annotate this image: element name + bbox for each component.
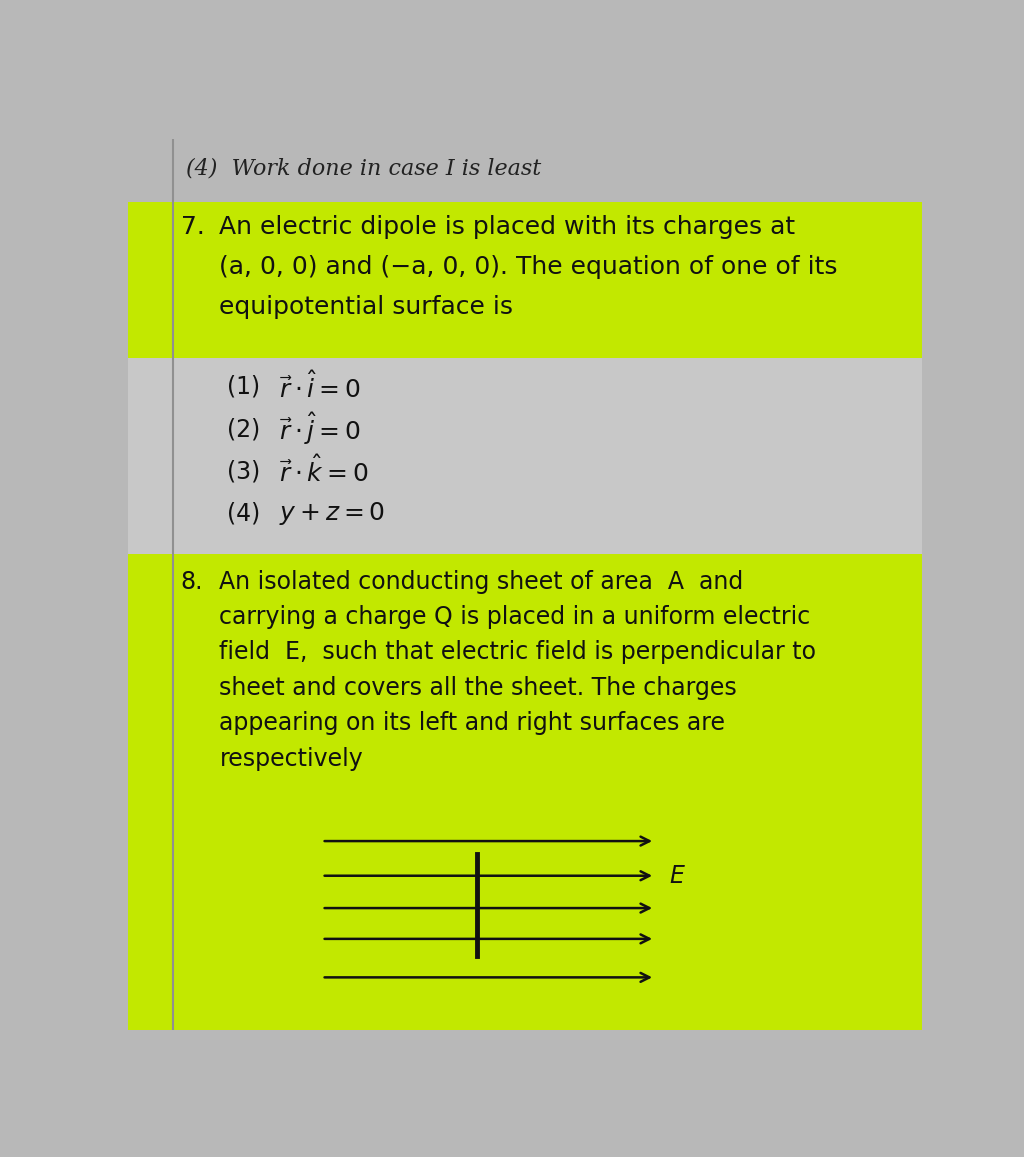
Text: 8.: 8.: [180, 569, 203, 594]
Text: (1): (1): [227, 375, 260, 399]
Text: $y+z=0$: $y+z=0$: [280, 500, 385, 528]
Text: (a, 0, 0) and (−a, 0, 0). The equation of one of its: (a, 0, 0) and (−a, 0, 0). The equation o…: [219, 256, 838, 280]
Text: appearing on its left and right surfaces are: appearing on its left and right surfaces…: [219, 712, 725, 735]
Text: (3): (3): [227, 459, 260, 484]
Text: respectively: respectively: [219, 746, 364, 771]
Text: field  E,  such that electric field is perpendicular to: field E, such that electric field is per…: [219, 641, 816, 664]
Bar: [128, 139, 922, 202]
Text: An electric dipole is placed with its charges at: An electric dipole is placed with its ch…: [219, 215, 796, 239]
Text: $\vec{r}\cdot\hat{i}=0$: $\vec{r}\cdot\hat{i}=0$: [280, 371, 361, 403]
Text: $\vec{r}\cdot\hat{j}=0$: $\vec{r}\cdot\hat{j}=0$: [280, 411, 361, 448]
Text: (4)  Work done in case I is least: (4) Work done in case I is least: [186, 157, 542, 179]
Bar: [128, 359, 922, 554]
Bar: [128, 202, 922, 359]
Text: $\vec{r}\cdot\hat{k}=0$: $\vec{r}\cdot\hat{k}=0$: [280, 456, 369, 487]
Bar: [128, 554, 922, 1030]
Text: An isolated conducting sheet of area  A  and: An isolated conducting sheet of area A a…: [219, 569, 743, 594]
Text: sheet and covers all the sheet. The charges: sheet and covers all the sheet. The char…: [219, 676, 737, 700]
Text: carrying a charge Q is placed in a uniform electric: carrying a charge Q is placed in a unifo…: [219, 605, 811, 629]
Text: 7.: 7.: [180, 215, 205, 239]
Text: equipotential surface is: equipotential surface is: [219, 295, 513, 319]
Text: (4): (4): [227, 502, 260, 525]
Text: (2): (2): [227, 418, 260, 441]
Text: E: E: [669, 864, 684, 887]
